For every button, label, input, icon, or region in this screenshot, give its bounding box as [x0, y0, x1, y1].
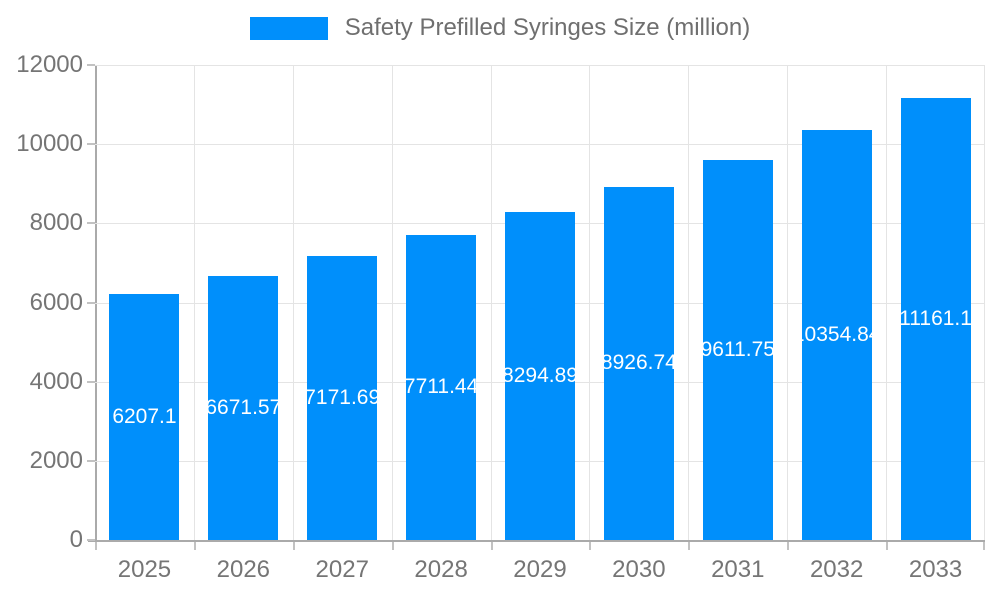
y-axis-label: 4000 — [29, 367, 83, 395]
x-axis-tick — [886, 542, 889, 550]
bar-2026[interactable]: 6671.57 — [208, 275, 279, 540]
x-axis-label-2027: 2027 — [315, 556, 369, 583]
legend-swatch-icon — [249, 16, 328, 40]
v-gridline — [589, 65, 591, 540]
bar-value-label: 8926.74 — [603, 351, 674, 375]
y-axis-tick — [87, 301, 95, 304]
y-axis-tick — [87, 539, 95, 541]
bar-value-label: 8294.89 — [505, 363, 575, 387]
v-gridline — [688, 65, 690, 540]
x-axis-label-2031: 2031 — [711, 556, 765, 583]
x-axis-label-2025: 2025 — [117, 556, 172, 583]
v-gridline — [984, 65, 985, 540]
bar-2033[interactable]: 11161.1 — [900, 98, 971, 540]
x-axis-tick — [193, 542, 196, 550]
legend-label: Safety Prefilled Syringes Size (million) — [344, 14, 751, 41]
y-axis-tick — [87, 222, 95, 225]
h-gridline — [95, 65, 985, 66]
x-axis-label-2026: 2026 — [216, 556, 271, 583]
y-axis-tick — [87, 459, 95, 462]
bar-value-label: 11161.1 — [900, 307, 971, 331]
bar-2029[interactable]: 8294.89 — [505, 211, 575, 540]
v-gridline — [490, 65, 492, 540]
y-axis-tick — [87, 380, 95, 383]
bar-value-label: 7711.44 — [406, 375, 477, 399]
bar-2025[interactable]: 6207.1 — [109, 294, 180, 540]
v-gridline — [787, 65, 789, 540]
y-axis-label: 0 — [69, 526, 83, 553]
bar-value-label: 6207.1 — [112, 405, 177, 429]
y-axis-label: 8000 — [29, 209, 83, 237]
bar-2032[interactable]: 10354.84 — [801, 130, 872, 540]
bar-2028[interactable]: 7711.44 — [406, 234, 477, 540]
v-gridline — [292, 65, 294, 540]
y-axis-label: 10000 — [16, 130, 83, 158]
x-axis-tick — [391, 542, 394, 550]
v-gridline — [193, 65, 195, 540]
x-axis-label-2033: 2033 — [908, 556, 963, 583]
x-axis-tick — [589, 542, 592, 550]
x-axis-line — [88, 540, 985, 542]
y-axis-label: 12000 — [16, 51, 83, 78]
x-axis-label-2032: 2032 — [809, 556, 864, 583]
v-gridline — [391, 65, 393, 540]
bar-value-label: 10354.84 — [802, 323, 872, 347]
bar-2031[interactable]: 9611.75 — [702, 159, 773, 540]
legend-item[interactable]: Safety Prefilled Syringes Size (million) — [0, 14, 1000, 42]
bar-value-label: 6671.57 — [208, 395, 279, 419]
x-axis-tick — [490, 542, 493, 550]
x-axis-tick — [787, 542, 790, 550]
x-axis-label-2030: 2030 — [612, 556, 666, 583]
x-axis-tick — [292, 542, 295, 550]
v-gridline — [886, 65, 888, 540]
h-gridline — [95, 144, 985, 146]
y-axis-tick — [87, 143, 95, 146]
y-axis-label: 6000 — [29, 288, 83, 316]
bar-2027[interactable]: 7171.69 — [307, 256, 378, 540]
x-axis-tick — [688, 542, 691, 550]
x-axis-label-2029: 2029 — [513, 556, 567, 583]
y-axis-tick — [87, 64, 95, 66]
plot-area: 6207.1 6671.57 7171.69 7711.44 8294.89 8926.7… — [95, 65, 985, 540]
x-axis-tick — [983, 542, 985, 550]
bar-value-label: 7171.69 — [307, 386, 378, 410]
y-axis-label: 2000 — [29, 446, 83, 474]
bar-2030[interactable]: 8926.74 — [603, 186, 674, 540]
bar-value-label: 9611.75 — [702, 337, 773, 361]
x-axis-tick — [95, 542, 97, 550]
x-axis-label-2028: 2028 — [414, 556, 468, 583]
